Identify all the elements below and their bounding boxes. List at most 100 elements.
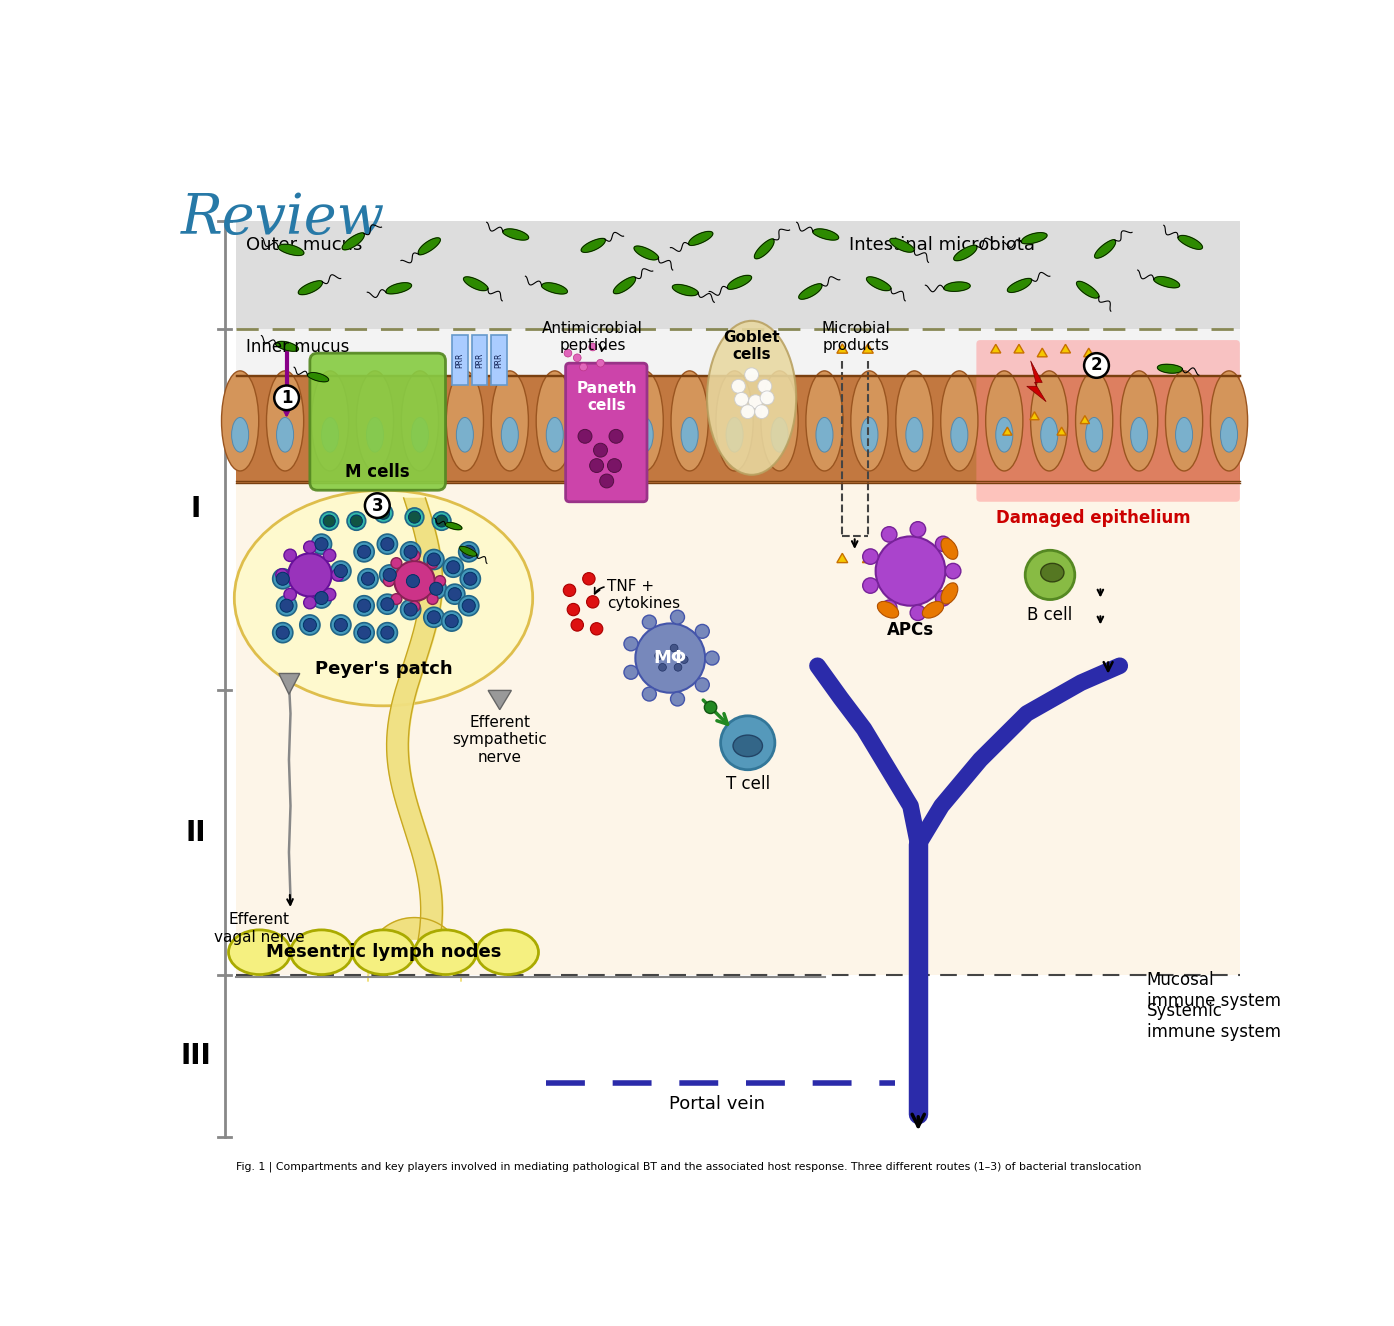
Polygon shape <box>1022 232 1047 244</box>
Polygon shape <box>368 918 461 981</box>
Ellipse shape <box>1165 371 1203 471</box>
Ellipse shape <box>1086 418 1103 452</box>
Ellipse shape <box>1131 418 1147 452</box>
Circle shape <box>321 512 339 530</box>
Ellipse shape <box>537 371 573 471</box>
Circle shape <box>407 574 420 587</box>
Polygon shape <box>1154 277 1179 288</box>
Polygon shape <box>1083 349 1094 357</box>
Circle shape <box>744 367 758 382</box>
Circle shape <box>395 561 435 601</box>
Ellipse shape <box>477 930 538 975</box>
Circle shape <box>863 578 878 593</box>
Ellipse shape <box>761 371 799 471</box>
Circle shape <box>354 623 374 643</box>
Ellipse shape <box>414 930 477 975</box>
Circle shape <box>910 521 926 537</box>
Polygon shape <box>863 553 873 562</box>
Polygon shape <box>386 282 411 294</box>
Polygon shape <box>503 229 528 240</box>
FancyBboxPatch shape <box>236 329 1239 375</box>
Ellipse shape <box>941 583 958 603</box>
Circle shape <box>404 603 417 617</box>
Ellipse shape <box>733 735 763 757</box>
Ellipse shape <box>1175 418 1193 452</box>
Circle shape <box>323 549 336 561</box>
Circle shape <box>304 618 316 631</box>
Polygon shape <box>1013 345 1025 353</box>
Circle shape <box>594 443 608 457</box>
Polygon shape <box>672 285 698 296</box>
Ellipse shape <box>626 371 664 471</box>
Circle shape <box>881 601 896 615</box>
FancyBboxPatch shape <box>566 363 647 501</box>
Polygon shape <box>754 239 774 259</box>
Ellipse shape <box>1221 418 1238 452</box>
Circle shape <box>381 598 395 611</box>
Circle shape <box>1025 550 1075 599</box>
Circle shape <box>945 564 960 578</box>
Polygon shape <box>445 522 461 529</box>
Circle shape <box>1085 353 1108 378</box>
Circle shape <box>445 585 464 605</box>
Text: Inner mucus: Inner mucus <box>245 338 348 355</box>
Circle shape <box>330 561 351 581</box>
Polygon shape <box>581 239 605 252</box>
Ellipse shape <box>923 602 944 618</box>
FancyBboxPatch shape <box>976 339 1239 501</box>
Circle shape <box>597 359 605 367</box>
Ellipse shape <box>446 371 484 471</box>
Text: Peyer's patch: Peyer's patch <box>315 659 452 678</box>
Circle shape <box>378 534 397 554</box>
Ellipse shape <box>1041 564 1064 582</box>
Circle shape <box>383 569 396 581</box>
Polygon shape <box>1061 345 1071 353</box>
Polygon shape <box>944 282 970 292</box>
Polygon shape <box>991 345 1001 353</box>
Ellipse shape <box>581 371 619 471</box>
Circle shape <box>572 619 584 631</box>
Circle shape <box>735 392 749 406</box>
Circle shape <box>304 541 316 553</box>
Ellipse shape <box>411 418 428 452</box>
Circle shape <box>435 575 446 586</box>
Polygon shape <box>276 341 298 351</box>
Circle shape <box>276 573 290 585</box>
Polygon shape <box>1008 278 1032 292</box>
Circle shape <box>403 572 422 591</box>
Circle shape <box>563 585 576 597</box>
Ellipse shape <box>367 418 383 452</box>
Text: Goblet
cells: Goblet cells <box>723 330 779 362</box>
Circle shape <box>361 573 375 585</box>
Ellipse shape <box>502 418 519 452</box>
Circle shape <box>374 504 393 522</box>
Circle shape <box>347 512 365 530</box>
Circle shape <box>315 537 328 550</box>
FancyBboxPatch shape <box>491 335 507 385</box>
Text: I: I <box>191 496 201 524</box>
Ellipse shape <box>941 538 958 560</box>
Polygon shape <box>1027 361 1046 402</box>
Polygon shape <box>279 674 300 695</box>
Ellipse shape <box>707 321 796 475</box>
Circle shape <box>579 430 592 443</box>
Text: PRR: PRR <box>475 353 484 367</box>
Ellipse shape <box>1041 418 1058 452</box>
Polygon shape <box>342 233 364 249</box>
Ellipse shape <box>861 418 878 452</box>
Text: 3: 3 <box>371 497 383 514</box>
Circle shape <box>276 595 297 615</box>
Ellipse shape <box>353 930 414 975</box>
Circle shape <box>754 404 768 419</box>
Circle shape <box>428 553 441 566</box>
Ellipse shape <box>266 371 304 471</box>
Circle shape <box>400 599 421 619</box>
Ellipse shape <box>591 418 608 452</box>
Circle shape <box>732 379 746 394</box>
Circle shape <box>875 537 945 606</box>
Circle shape <box>404 545 417 558</box>
Polygon shape <box>867 277 891 290</box>
FancyBboxPatch shape <box>309 353 446 491</box>
Text: PRR: PRR <box>495 353 503 367</box>
Circle shape <box>335 618 347 631</box>
